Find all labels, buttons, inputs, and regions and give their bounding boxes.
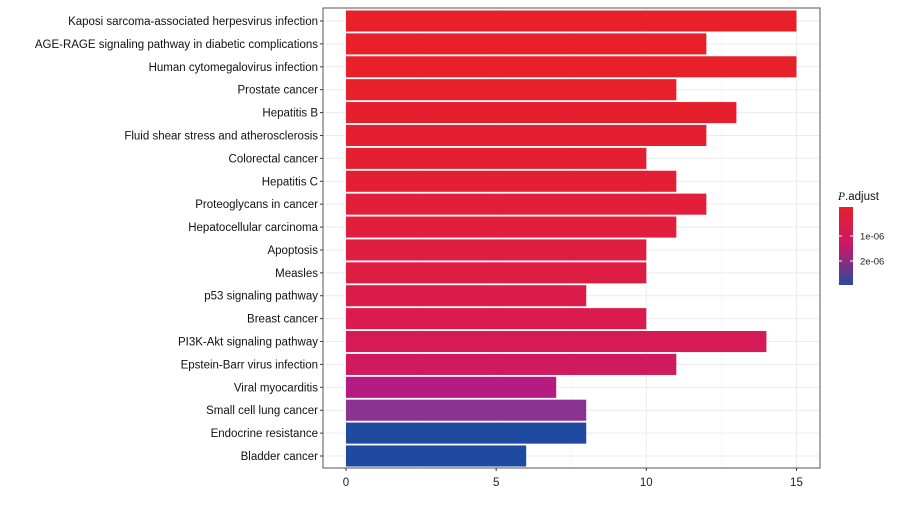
bar <box>346 445 527 467</box>
x-tick-label: 0 <box>343 477 349 489</box>
y-tick-label: Hepatitis C <box>262 176 318 188</box>
x-tick-label: 5 <box>493 477 499 489</box>
legend-label: 2e-06 <box>860 257 884 268</box>
y-tick-label: Viral myocarditis <box>234 382 318 394</box>
legend-label: 1e-06 <box>860 232 884 243</box>
bar <box>346 56 797 78</box>
y-tick-label: Fluid shear stress and atherosclerosis <box>124 130 318 142</box>
y-tick-label: PI3K-Akt signaling pathway <box>178 337 318 349</box>
y-tick-label: Epstein-Barr virus infection <box>181 359 318 371</box>
x-tick-label: 15 <box>790 477 803 489</box>
bar <box>346 262 647 284</box>
y-tick-label: Hepatitis B <box>262 108 318 120</box>
bar <box>346 308 647 330</box>
bar <box>346 79 677 101</box>
bar <box>346 33 707 55</box>
y-tick-label: Kaposi sarcoma-associated herpesvirus in… <box>68 16 318 28</box>
bar <box>346 216 677 238</box>
y-tick-label: Hepatocellular carcinoma <box>188 222 318 234</box>
bar <box>346 124 707 147</box>
y-tick-label: Proteoglycans in cancer <box>195 199 318 211</box>
bar <box>346 353 677 375</box>
y-tick-label: Colorectal cancer <box>229 153 319 165</box>
y-tick-label: Breast cancer <box>247 314 318 326</box>
y-tick-label: Small cell lung cancer <box>206 405 318 417</box>
plot-border <box>322 7 821 469</box>
legend-colorbar <box>839 207 853 285</box>
y-tick-label: AGE-RAGE signaling pathway in diabetic c… <box>35 39 318 51</box>
y-tick-label: p53 signaling pathway <box>204 291 318 303</box>
bar <box>346 193 707 215</box>
bar <box>346 170 677 192</box>
bar <box>346 422 587 444</box>
y-tick-label: Bladder cancer <box>241 451 319 463</box>
bar <box>346 239 647 261</box>
bar <box>346 399 587 421</box>
bar <box>346 10 797 32</box>
bar <box>346 376 557 398</box>
y-tick-label: Human cytomegalovirus infection <box>149 62 318 74</box>
y-tick-label: Endocrine resistance <box>211 428 318 440</box>
bar <box>346 330 767 353</box>
y-tick-label: Prostate cancer <box>237 85 318 97</box>
legend-title: P.adjust <box>837 191 880 203</box>
bar <box>346 102 737 124</box>
bar <box>346 285 587 307</box>
y-tick-label: Measles <box>275 268 318 280</box>
y-tick-label: Apoptosis <box>267 245 318 257</box>
bar <box>346 147 647 169</box>
x-tick-label: 10 <box>640 477 653 489</box>
